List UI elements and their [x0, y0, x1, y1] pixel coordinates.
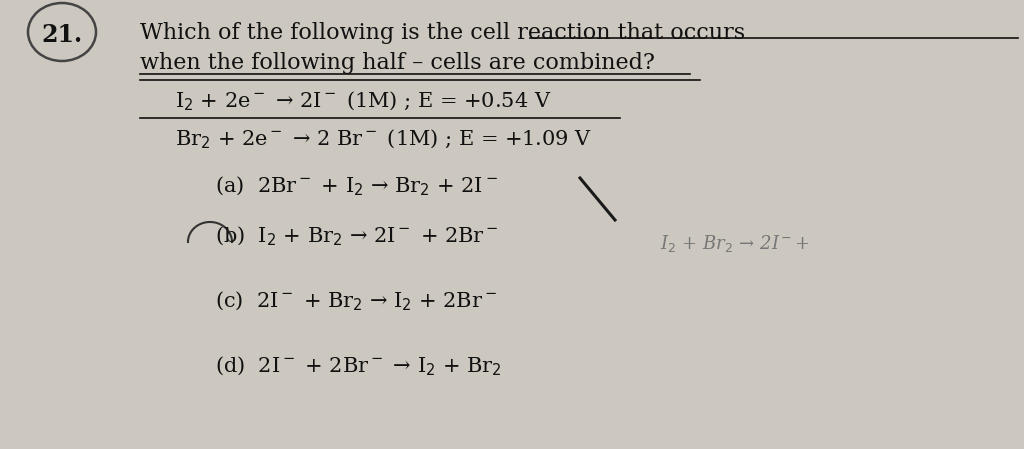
Text: I$_2$ + 2e$^-$ → 2I$^-$ (1M) ; E = +0.54 V: I$_2$ + 2e$^-$ → 2I$^-$ (1M) ; E = +0.54… — [175, 90, 551, 113]
Text: 21.: 21. — [41, 23, 83, 47]
Text: when the following half – cells are combined?: when the following half – cells are comb… — [140, 52, 655, 74]
Text: (b)  I$_2$ + Br$_2$ → 2I$^-$ + 2Br$^-$: (b) I$_2$ + Br$_2$ → 2I$^-$ + 2Br$^-$ — [215, 225, 499, 248]
Text: (d)  2I$^-$ + 2Br$^-$ → I$_2$ + Br$_2$: (d) 2I$^-$ + 2Br$^-$ → I$_2$ + Br$_2$ — [215, 355, 502, 378]
Text: Which of the following is the cell reaction that occurs: Which of the following is the cell react… — [140, 22, 745, 44]
Text: Br$_2$ + 2e$^-$ → 2 Br$^-$ (1M) ; E = +1.09 V: Br$_2$ + 2e$^-$ → 2 Br$^-$ (1M) ; E = +1… — [175, 128, 592, 151]
Text: (c)  2I$^-$ + Br$_2$ → I$_2$ + 2Br$^-$: (c) 2I$^-$ + Br$_2$ → I$_2$ + 2Br$^-$ — [215, 290, 497, 313]
Text: I$_2$ + Br$_2$ → 2I$^-$+: I$_2$ + Br$_2$ → 2I$^-$+ — [660, 233, 810, 254]
Text: (a)  2Br$^-$ + I$_2$ → Br$_2$ + 2I$^-$: (a) 2Br$^-$ + I$_2$ → Br$_2$ + 2I$^-$ — [215, 175, 498, 198]
